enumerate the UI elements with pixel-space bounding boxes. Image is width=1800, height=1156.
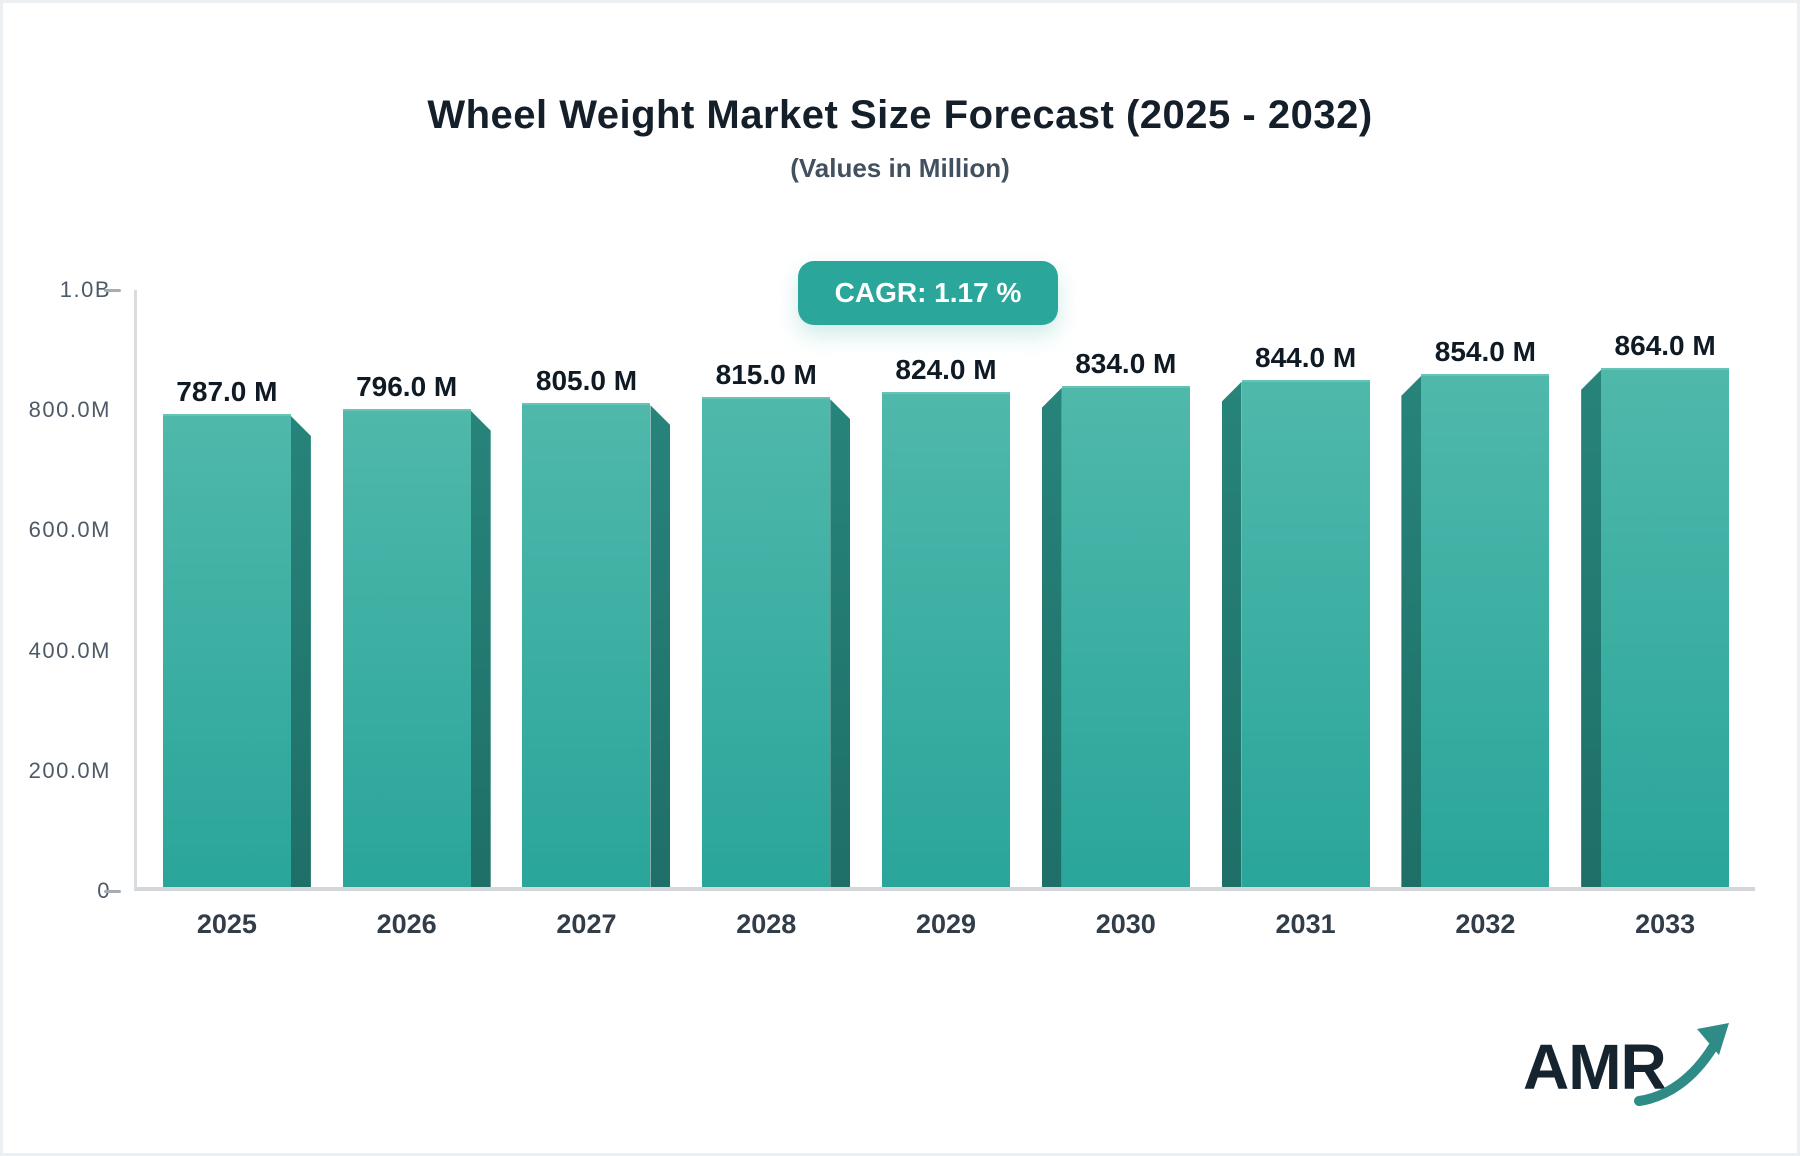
y-tick-label: 200.0M [28, 757, 111, 783]
y-tick-label: 800.0M [28, 397, 111, 423]
x-tick-label: 2029 [915, 909, 977, 939]
bar-3d-side [650, 405, 671, 887]
y-tick-label: 400.0M [28, 637, 111, 663]
y-tick-label: 1.0B [59, 277, 111, 302]
x-tick-label: 2033 [1635, 909, 1696, 939]
bar-3d-side [1401, 375, 1422, 887]
bar-2033[interactable]: 864.0 M 2033 [1581, 330, 1730, 939]
bar-3d-side [1221, 381, 1242, 887]
y-tick-dash [104, 889, 121, 893]
amr-logo: AMR [1521, 1013, 1761, 1123]
bar-group: 824.0 M 2029 [856, 290, 1036, 939]
bar-value-label: 805.0 M [535, 365, 638, 397]
x-tick-label: 2030 [1095, 909, 1156, 939]
growth-arrow-icon [1634, 1023, 1729, 1106]
x-tick-label: 2031 [1275, 909, 1336, 939]
bar-group: 864.0 M 2033 [1575, 290, 1755, 939]
plot-area: 787.0 M 2025 796.0 M 2026 805.0 M 2027 815.0 M… [134, 290, 1755, 939]
bar-value-label: 844.0 M [1254, 341, 1357, 373]
bar-value-label: 824.0 M [895, 353, 997, 385]
bar-2032[interactable]: 854.0 M 2032 [1401, 336, 1550, 939]
bar-value-label: 787.0 M [176, 376, 278, 408]
y-tick-dash [104, 288, 121, 292]
x-tick-label: 2028 [736, 909, 797, 939]
bar-3d-side [470, 410, 491, 887]
bar-2025[interactable]: 787.0 M 2025 [162, 376, 311, 939]
bar-group: 815.0 M 2028 [676, 290, 856, 939]
amr-logo-graphic: AMR [1523, 1023, 1729, 1106]
bar-group: 834.0 M 2030 [1036, 290, 1216, 939]
x-tick-label: 2032 [1455, 909, 1516, 939]
bar-group: 787.0 M 2025 [137, 290, 317, 939]
x-tick-label: 2025 [196, 909, 257, 939]
bar-value-label: 815.0 M [715, 359, 817, 391]
bar-3d-side [290, 416, 311, 887]
bar-group: 796.0 M 2026 [317, 290, 497, 939]
cagr-label: CAGR: 1.17 % [834, 277, 1022, 308]
bar-value-label: 854.0 M [1434, 335, 1536, 367]
bar-value-label: 796.0 M [356, 370, 458, 402]
bar-2026[interactable]: 796.0 M 2026 [342, 371, 491, 939]
amr-logo-text: AMR [1523, 1031, 1666, 1103]
x-tick-label: 2027 [556, 909, 617, 939]
cagr-badge: CAGR: 1.17 % [798, 261, 1058, 325]
bar-2030[interactable]: 834.0 M 2030 [1041, 348, 1190, 939]
page-title: Wheel Weight Market Size Forecast (2025 … [427, 93, 1373, 137]
bar-value-label: 834.0 M [1075, 347, 1177, 379]
y-tick-label: 600.0M [28, 517, 111, 543]
bar-3d-side [1581, 369, 1602, 887]
x-tick-label: 2026 [376, 909, 437, 939]
chart-card: Wheel Weight Market Size Forecast (2025 … [3, 3, 1797, 1153]
bar-2029[interactable]: 824.0 M 2029 [882, 354, 1011, 939]
bar-2028[interactable]: 815.0 M 2028 [702, 359, 851, 939]
bar-2027[interactable]: 805.0 M 2027 [522, 365, 671, 939]
bar-group: 854.0 M 2032 [1395, 290, 1575, 939]
bar-2031[interactable]: 844.0 M 2031 [1221, 342, 1370, 939]
bar-group: 805.0 M 2027 [497, 290, 677, 939]
y-tick-label: 0 [11, 878, 111, 904]
bar-3d-side [1041, 387, 1062, 887]
page-subtitle: (Values in Million) [790, 153, 1010, 183]
bar-3d-side [830, 399, 851, 887]
bar-group: 844.0 M 2031 [1216, 290, 1396, 939]
bar-value-label: 864.0 M [1614, 329, 1716, 361]
